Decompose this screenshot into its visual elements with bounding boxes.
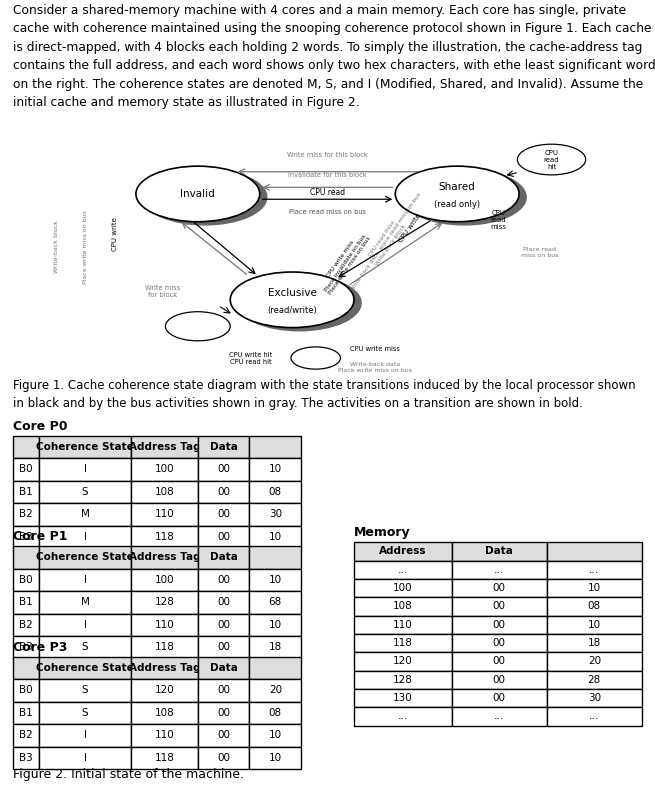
Text: Invalid: Invalid (180, 189, 215, 199)
Text: Figure 2. Initial state of the machine.: Figure 2. Initial state of the machine. (13, 768, 244, 781)
Text: (read/write): (read/write) (267, 306, 317, 315)
Text: Write-back block: Write-back block (54, 220, 59, 273)
Text: Consider a shared-memory machine with 4 cores and a main memory. Each core has s: Consider a shared-memory machine with 4 … (13, 4, 655, 110)
Text: Figure 1. Cache coherence state diagram with the state transitions induced by th: Figure 1. Cache coherence state diagram … (13, 379, 636, 410)
Text: Shared: Shared (439, 182, 476, 192)
Text: CPU read: CPU read (310, 187, 345, 197)
Circle shape (396, 166, 519, 222)
Text: Place write miss on bus: Place write miss on bus (83, 210, 88, 284)
Text: (read only): (read only) (434, 200, 480, 209)
Text: CPU write: CPU write (398, 213, 422, 244)
Text: Place read miss on bus: Place read miss on bus (289, 209, 366, 215)
Text: Place read
miss on bus: Place read miss on bus (521, 246, 559, 258)
Text: CPU write: CPU write (112, 216, 119, 250)
Circle shape (143, 169, 267, 225)
Text: Write-back data
Place write miss on bus: Write-back data Place write miss on bus (338, 362, 411, 373)
Text: CPU write hit
CPU read hit: CPU write hit CPU read hit (229, 352, 272, 364)
Circle shape (402, 169, 526, 225)
Text: Write miss
for block: Write miss for block (145, 285, 180, 299)
Text: CPU
read
hit: CPU read hit (544, 149, 559, 170)
Text: CPU
read
miss: CPU read miss (491, 210, 506, 231)
Circle shape (237, 275, 361, 331)
Text: Core P0: Core P0 (13, 419, 67, 433)
Text: Core P1: Core P1 (13, 530, 67, 544)
Circle shape (136, 166, 259, 222)
Text: Memory: Memory (354, 526, 410, 539)
Text: Core P3: Core P3 (13, 641, 67, 654)
Text: Exclusive: Exclusive (268, 288, 316, 298)
Text: Invalidate for this block: Invalidate for this block (288, 172, 367, 178)
Text: CPU write miss
Place invalidate on bus
Place write miss on bus: CPU write miss Place invalidate on bus P… (318, 229, 372, 296)
Text: CPU read miss
Write-back data, place read miss on bus
Write-back block: CPU read miss Write-back data, place rea… (346, 188, 427, 295)
Text: Write miss for this block: Write miss for this block (287, 152, 368, 158)
Text: CPU write miss: CPU write miss (350, 346, 400, 352)
Circle shape (230, 272, 354, 328)
